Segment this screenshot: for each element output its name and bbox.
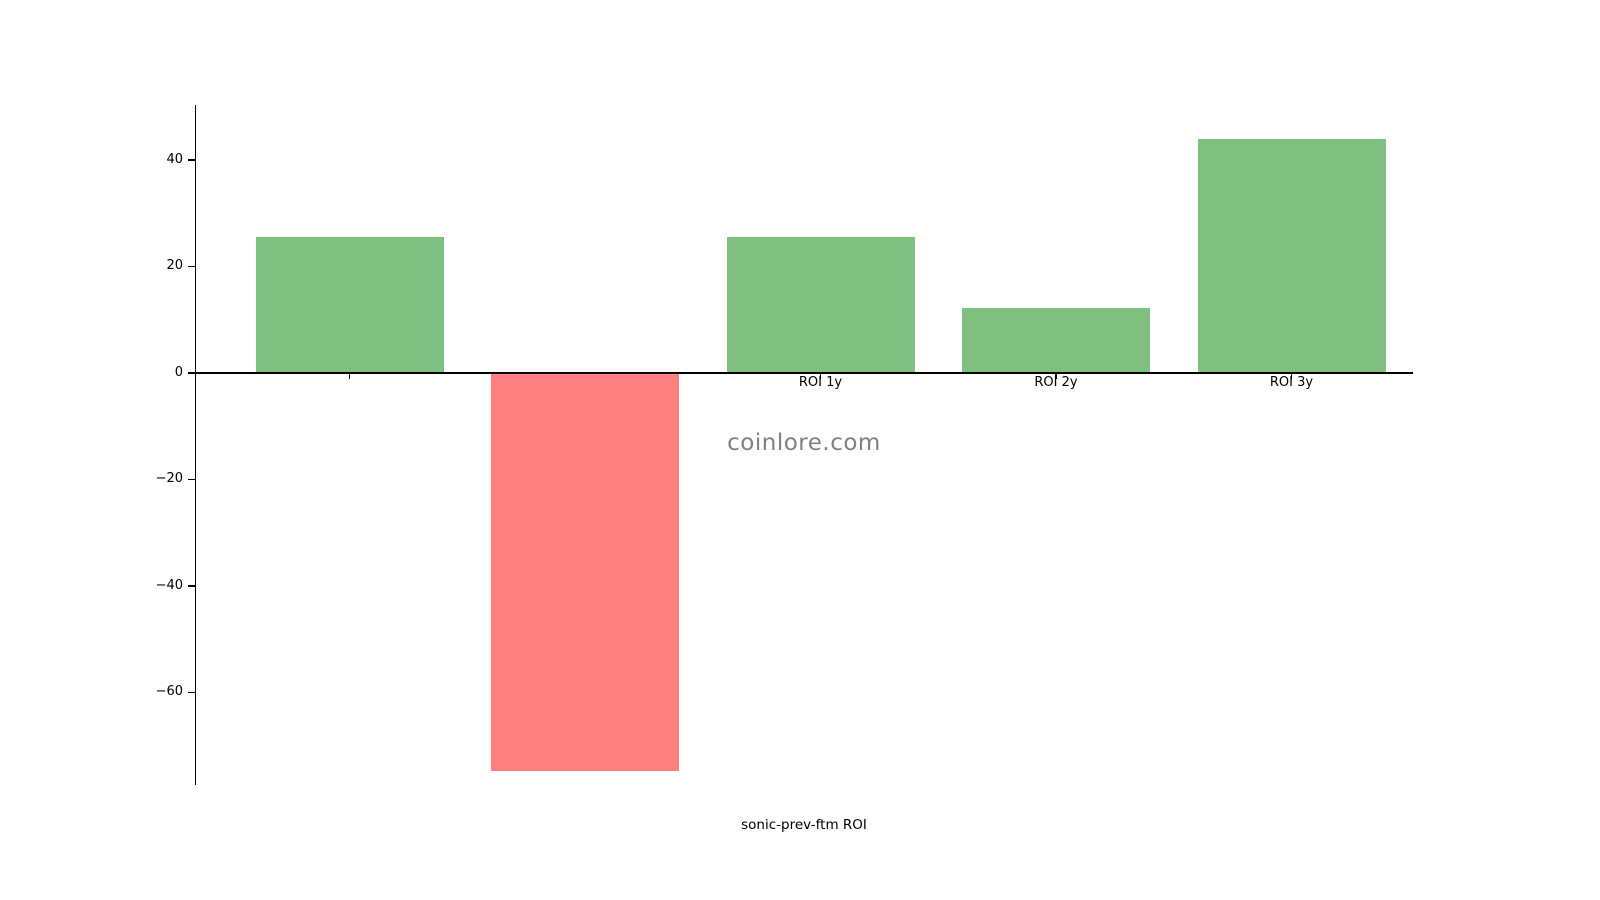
y-tick-label: −60 — [155, 684, 183, 700]
x-tick-label: ROI 2y — [1034, 374, 1078, 390]
x-tick — [1290, 372, 1293, 379]
bar-roi-3y — [1197, 138, 1386, 373]
y-tick — [187, 691, 195, 694]
bar-roi-2y — [962, 308, 1150, 373]
y-tick — [187, 585, 195, 587]
y-tick-label: 40 — [166, 151, 183, 167]
bar-roi-1y — [726, 237, 915, 373]
x-axis-line — [196, 372, 1413, 374]
x-tick-label: ROI 1y — [798, 374, 843, 390]
y-axis-line — [194, 105, 196, 785]
y-tick — [187, 265, 195, 268]
y-tick-label: −20 — [155, 471, 183, 487]
x-tick — [1055, 372, 1057, 379]
y-tick-label: −40 — [155, 577, 183, 593]
y-tick-label: 20 — [166, 258, 183, 274]
y-tick — [187, 372, 195, 374]
x-tick — [819, 372, 822, 379]
x-tick-label: ROI 3y — [1269, 374, 1314, 390]
bar-col-2 — [491, 372, 679, 771]
x-tick — [348, 372, 351, 379]
y-tick-label: 0 — [174, 364, 183, 380]
watermark: coinlore.com — [727, 430, 881, 456]
y-tick — [187, 478, 195, 481]
bar-col-1 — [255, 237, 444, 373]
y-tick — [187, 159, 195, 161]
x-axis-title: sonic-prev-ftm ROI — [741, 817, 867, 833]
